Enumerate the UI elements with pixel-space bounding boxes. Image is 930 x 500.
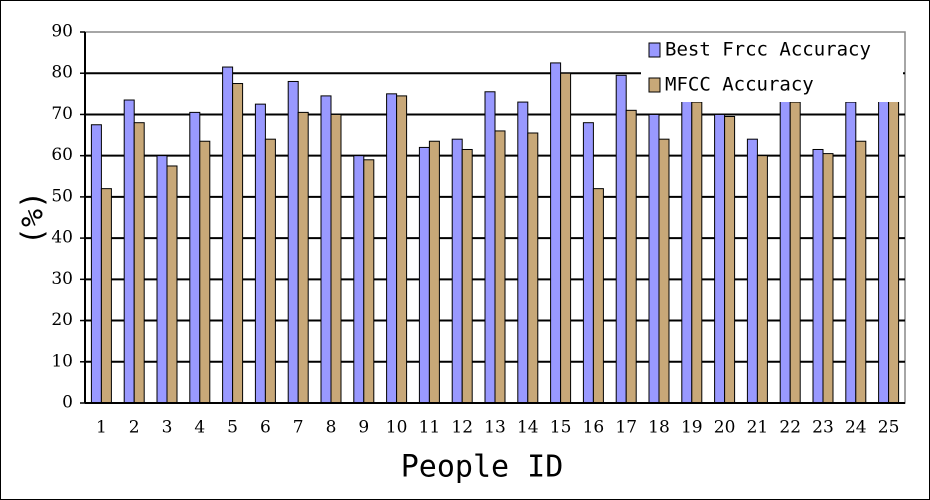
bar [199, 140, 211, 404]
bar [648, 113, 660, 404]
x-tick-label: 19 [681, 418, 703, 438]
y-tick-label: 0 [62, 393, 73, 413]
x-tick-label: 24 [845, 418, 867, 438]
bar [287, 80, 299, 404]
bar [691, 101, 703, 404]
x-tick-label: 9 [358, 418, 369, 438]
x-tick-label: 22 [779, 418, 801, 438]
x-tick-label: 13 [484, 418, 506, 438]
x-tick-label: 20 [714, 418, 736, 438]
bar [363, 159, 375, 404]
bar [812, 148, 824, 404]
bar [156, 155, 168, 404]
y-tick-label: 40 [51, 228, 73, 248]
x-tick-label: 4 [194, 418, 205, 438]
x-tick-label: 16 [583, 418, 605, 438]
bar [888, 78, 900, 404]
bar [320, 95, 332, 404]
bar [658, 138, 670, 404]
y-tick-label: 60 [51, 145, 73, 165]
bar [615, 74, 627, 404]
bar [855, 140, 867, 404]
y-tick-label: 50 [51, 186, 73, 206]
bar [724, 116, 736, 404]
bar [822, 153, 834, 404]
bar [779, 99, 791, 404]
bar [494, 130, 506, 404]
bar [100, 188, 112, 404]
bar [789, 101, 801, 404]
y-tick-label: 10 [51, 351, 73, 371]
x-tick-label: 2 [129, 418, 140, 438]
bar [560, 72, 572, 404]
legend-label: MFCC Accuracy [665, 74, 814, 96]
x-tick-label: 1 [96, 418, 107, 438]
bar [254, 103, 266, 404]
bar [625, 109, 637, 404]
bar [681, 99, 693, 404]
bar [845, 101, 857, 404]
bar [189, 111, 201, 404]
bar [527, 132, 539, 404]
legend-box [641, 34, 903, 102]
x-tick-label: 23 [812, 418, 834, 438]
bar [166, 165, 178, 404]
bar [297, 111, 309, 404]
bar [386, 93, 398, 404]
bar [264, 138, 276, 404]
bar [550, 62, 562, 404]
bar [90, 124, 102, 404]
x-tick-label: 5 [227, 418, 238, 438]
bar [878, 80, 890, 404]
bar [353, 155, 365, 404]
bar [428, 140, 440, 404]
bar [461, 148, 473, 404]
x-tick-label: 11 [419, 418, 441, 438]
x-tick-label: 21 [747, 418, 769, 438]
y-tick-label: 90 [51, 22, 73, 42]
legend-label: Best Frcc Accuracy [665, 39, 871, 61]
x-tick-label: 12 [451, 418, 473, 438]
legend-swatch [648, 77, 661, 93]
bar [746, 138, 758, 404]
x-tick-label: 6 [260, 418, 271, 438]
x-axis-title: People ID [401, 450, 564, 485]
bar [232, 83, 244, 404]
x-tick-label: 10 [386, 418, 408, 438]
x-tick-label: 14 [517, 418, 539, 438]
y-tick-label: 80 [51, 63, 73, 83]
y-tick-label: 70 [51, 104, 73, 124]
x-tick-label: 17 [615, 418, 637, 438]
x-tick-label: 8 [326, 418, 337, 438]
bar [123, 99, 135, 404]
y-tick-label: 30 [51, 269, 73, 289]
bar [517, 101, 529, 404]
bar [756, 155, 768, 404]
bar [484, 91, 496, 404]
bar [714, 113, 726, 404]
legend-swatch [648, 42, 661, 58]
bar [451, 138, 463, 404]
y-axis-title: (%) [16, 191, 51, 245]
bar [330, 113, 342, 404]
bar [582, 122, 594, 404]
bar [222, 66, 234, 404]
bar [133, 122, 145, 404]
bar [418, 146, 430, 404]
x-tick-label: 15 [550, 418, 572, 438]
bar [396, 95, 408, 404]
x-tick-label: 18 [648, 418, 670, 438]
x-tick-label: 7 [293, 418, 304, 438]
x-tick-label: 25 [878, 418, 900, 438]
bar [592, 188, 604, 404]
y-tick-label: 20 [51, 310, 73, 330]
x-tick-label: 3 [162, 418, 173, 438]
